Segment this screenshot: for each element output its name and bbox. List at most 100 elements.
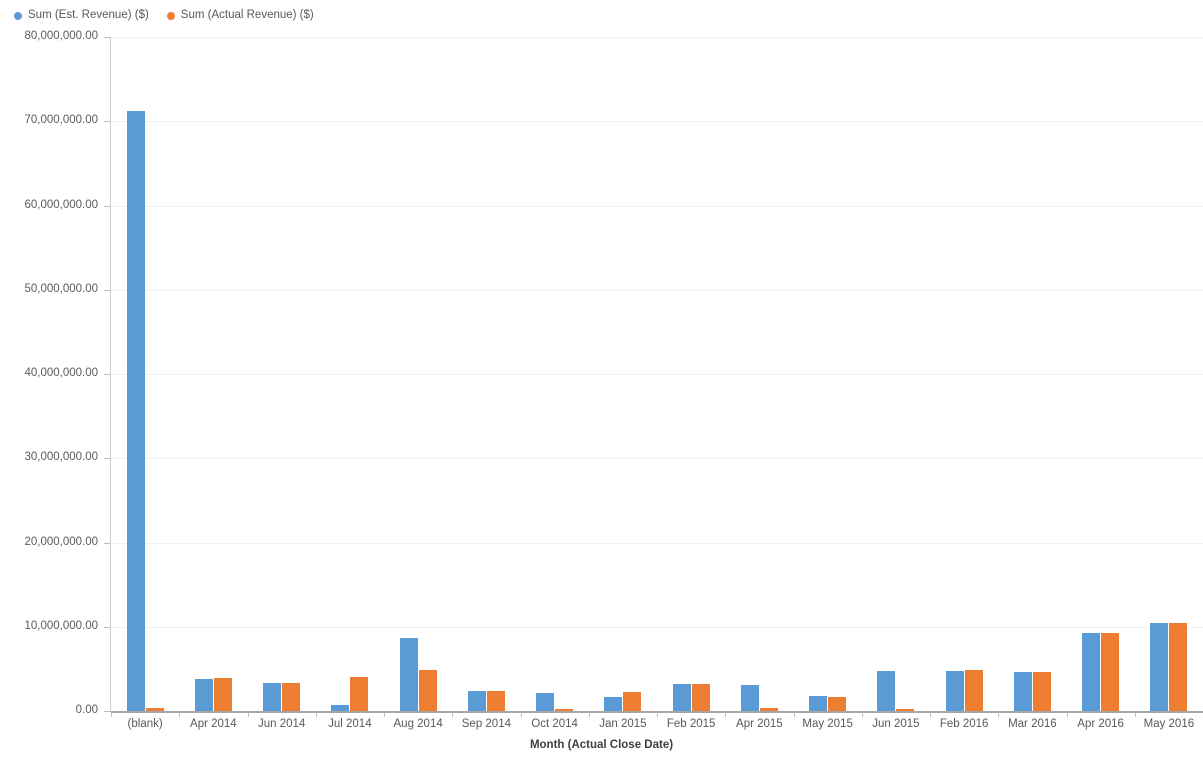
bar-est-revenue[interactable] <box>194 679 213 711</box>
bar-est-revenue[interactable] <box>740 684 759 711</box>
legend-swatch-actual-revenue <box>166 12 175 20</box>
x-axis-tick-mark <box>861 713 863 717</box>
x-axis-tick-label: May 2016 <box>1143 718 1195 730</box>
x-axis-tick-mark <box>179 713 181 717</box>
y-axis-tick-label: 10,000,000.00 <box>24 619 98 632</box>
legend-item-actual-revenue[interactable]: Sum (Actual Revenue) ($) <box>166 9 314 22</box>
x-axis-tick-mark <box>998 713 1000 717</box>
bar-est-revenue[interactable] <box>809 695 828 711</box>
gridline <box>111 121 1203 123</box>
bar-group <box>740 37 778 711</box>
bar-group <box>1013 37 1051 711</box>
y-axis-tick-mark <box>104 374 110 375</box>
bar-group <box>331 37 369 711</box>
x-axis-tick-mark <box>725 713 727 717</box>
bar-group <box>945 37 983 711</box>
bar-group <box>399 37 437 711</box>
x-axis-tick-label: (blank) <box>127 718 163 730</box>
gridline <box>111 458 1203 460</box>
bar-actual-revenue[interactable] <box>145 708 164 711</box>
bar-group <box>467 37 505 711</box>
bar-group <box>536 37 574 711</box>
x-axis-tick-mark <box>588 713 590 717</box>
x-axis-tick-mark <box>930 713 931 717</box>
gridline <box>111 626 1203 628</box>
y-axis-tick-label: 40,000,000.00 <box>24 367 98 379</box>
y-axis-tick-mark <box>104 121 110 123</box>
x-axis-tick-mark <box>657 713 658 717</box>
y-axis-tick-label: 50,000,000.00 <box>24 282 98 295</box>
y-axis-tick-mark <box>104 711 110 712</box>
bar-actual-revenue[interactable] <box>964 669 983 711</box>
plot-area <box>111 37 1203 711</box>
bar-actual-revenue[interactable] <box>1032 672 1051 711</box>
chart-legend: Sum (Est. Revenue) ($) Sum (Actual Reven… <box>14 7 314 25</box>
legend-label-est-revenue: Sum (Est. Revenue) ($) <box>28 9 149 22</box>
bar-actual-revenue[interactable] <box>418 669 437 711</box>
bar-est-revenue[interactable] <box>126 111 145 711</box>
bar-actual-revenue[interactable] <box>828 696 847 711</box>
bar-actual-revenue[interactable] <box>896 708 915 711</box>
bar-est-revenue[interactable] <box>1150 623 1169 711</box>
bar-group <box>672 37 710 711</box>
legend-label-actual-revenue: Sum (Actual Revenue) ($) <box>180 9 314 22</box>
bar-group <box>1150 37 1188 711</box>
bar-est-revenue[interactable] <box>399 637 418 711</box>
bar-actual-revenue[interactable] <box>350 677 369 711</box>
bar-actual-revenue[interactable] <box>691 684 710 711</box>
y-axis-tick-mark <box>104 205 110 207</box>
x-axis-tick-label: Apr 2014 <box>190 718 237 730</box>
bar-actual-revenue[interactable] <box>282 683 301 711</box>
x-axis-title: Month (Actual Close Date) <box>529 739 674 751</box>
x-axis-tick-label: Jan 2015 <box>599 718 647 730</box>
bar-actual-revenue[interactable] <box>555 708 574 711</box>
gridline <box>111 374 1203 375</box>
bar-est-revenue[interactable] <box>1082 632 1101 711</box>
x-axis-tick-label: Mar 2016 <box>1008 718 1057 730</box>
bar-group <box>604 37 642 711</box>
bar-est-revenue[interactable] <box>467 690 486 711</box>
gridline <box>111 289 1203 291</box>
gridline <box>111 37 1203 38</box>
bar-est-revenue[interactable] <box>672 684 691 711</box>
y-axis-tick-mark <box>104 458 110 460</box>
x-axis-tick-mark <box>1066 713 1068 717</box>
bar-est-revenue[interactable] <box>1013 672 1032 711</box>
bar-est-revenue[interactable] <box>945 670 964 711</box>
x-axis-tick-label: Jun 2015 <box>872 718 920 730</box>
x-axis-tick-label: Feb 2015 <box>666 718 716 730</box>
y-axis-tick-mark <box>104 626 110 628</box>
y-axis-tick-mark <box>104 37 110 38</box>
x-axis-tick-mark <box>247 713 249 717</box>
y-axis-tick-label: 80,000,000.00 <box>24 30 98 42</box>
bar-group <box>263 37 301 711</box>
bar-group <box>194 37 232 711</box>
x-axis-tick-mark <box>1134 713 1136 717</box>
bar-group <box>877 37 915 711</box>
x-axis-tick-mark <box>111 713 112 717</box>
bar-est-revenue[interactable] <box>331 705 350 711</box>
bar-est-revenue[interactable] <box>536 693 555 711</box>
x-axis-tick-label: Apr 2015 <box>736 718 783 730</box>
y-axis-tick-mark <box>104 289 110 291</box>
bar-actual-revenue[interactable] <box>213 678 232 711</box>
bar-actual-revenue[interactable] <box>623 691 642 711</box>
x-axis-tick-mark <box>520 713 522 717</box>
y-axis-tick-mark <box>104 542 110 544</box>
x-axis-tick-label: Apr 2016 <box>1077 718 1124 730</box>
bar-actual-revenue[interactable] <box>1169 623 1188 711</box>
bar-est-revenue[interactable] <box>877 670 896 711</box>
gridline <box>111 542 1203 544</box>
gridline <box>111 205 1203 207</box>
y-axis-tick-label: 0.00 <box>75 704 98 716</box>
x-axis-tick-label: Oct 2014 <box>531 718 578 730</box>
bar-actual-revenue[interactable] <box>1101 632 1120 711</box>
bar-actual-revenue[interactable] <box>759 708 778 711</box>
bar-est-revenue[interactable] <box>604 696 623 711</box>
bar-est-revenue[interactable] <box>263 683 282 711</box>
legend-item-est-revenue[interactable]: Sum (Est. Revenue) ($) <box>14 10 149 22</box>
x-axis-tick-label: May 2015 <box>802 718 853 730</box>
bar-actual-revenue[interactable] <box>486 690 505 711</box>
y-axis-tick-label: 20,000,000.00 <box>24 535 98 548</box>
